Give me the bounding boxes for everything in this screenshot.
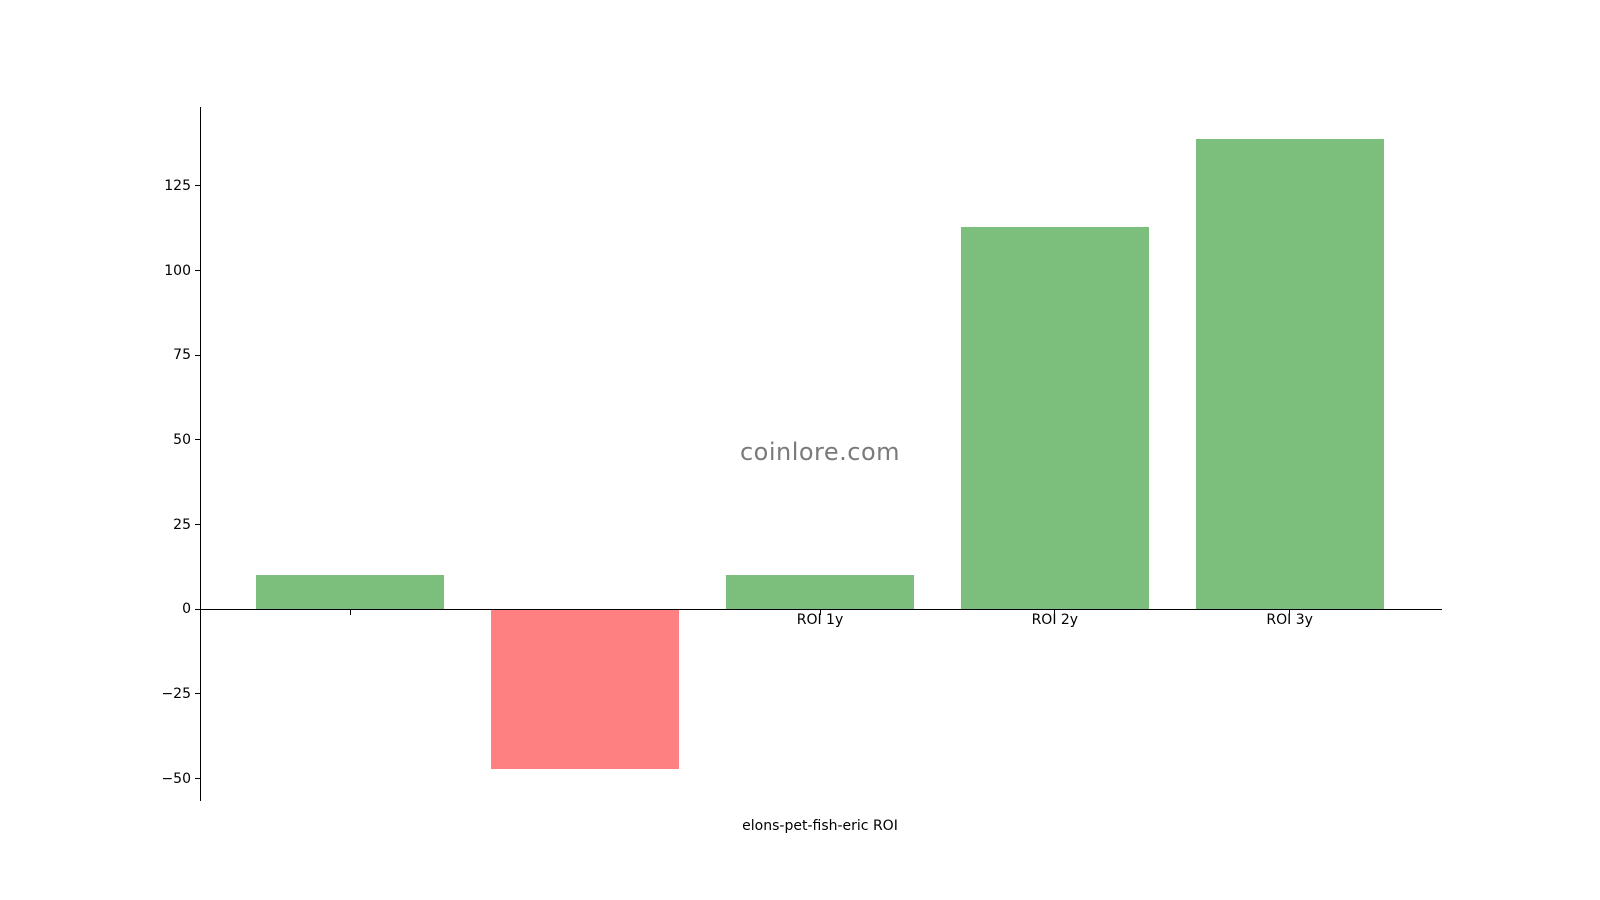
x-tick xyxy=(1289,609,1291,615)
y-tick-label: 25 xyxy=(173,516,191,533)
y-tick xyxy=(195,778,200,780)
watermark: coinlore.com xyxy=(739,438,901,466)
x-tick-label: ROI 3y xyxy=(1266,612,1313,628)
bar-positive xyxy=(726,575,914,610)
y-tick xyxy=(195,439,200,441)
y-tick-label: −50 xyxy=(161,770,191,787)
x-axis-title: elons-pet-fish-eric ROI xyxy=(742,818,898,834)
y-tick-label: 100 xyxy=(164,262,191,279)
y-tick xyxy=(195,185,200,187)
bar-positive xyxy=(960,226,1149,610)
y-tick-label: −25 xyxy=(161,685,191,702)
bar-positive xyxy=(1195,138,1384,610)
x-tick-label: ROI 2y xyxy=(1031,612,1079,628)
y-tick xyxy=(195,354,200,356)
y-tick-label: 125 xyxy=(164,177,191,194)
y-tick xyxy=(195,693,200,695)
y-tick-label: 50 xyxy=(173,431,191,448)
y-tick xyxy=(195,270,200,272)
y-tick xyxy=(195,524,200,526)
x-axis-zero-line xyxy=(200,609,1442,610)
y-tick-label: 75 xyxy=(173,347,191,364)
y-tick-label: 0 xyxy=(182,601,191,618)
x-tick xyxy=(819,609,821,615)
x-tick xyxy=(1054,609,1056,615)
x-tick-label: ROI 1y xyxy=(796,612,844,628)
bar-positive xyxy=(256,575,445,610)
bar-negative xyxy=(491,610,680,770)
y-axis-spine xyxy=(200,107,201,801)
x-tick xyxy=(349,609,351,615)
y-tick xyxy=(195,608,200,610)
